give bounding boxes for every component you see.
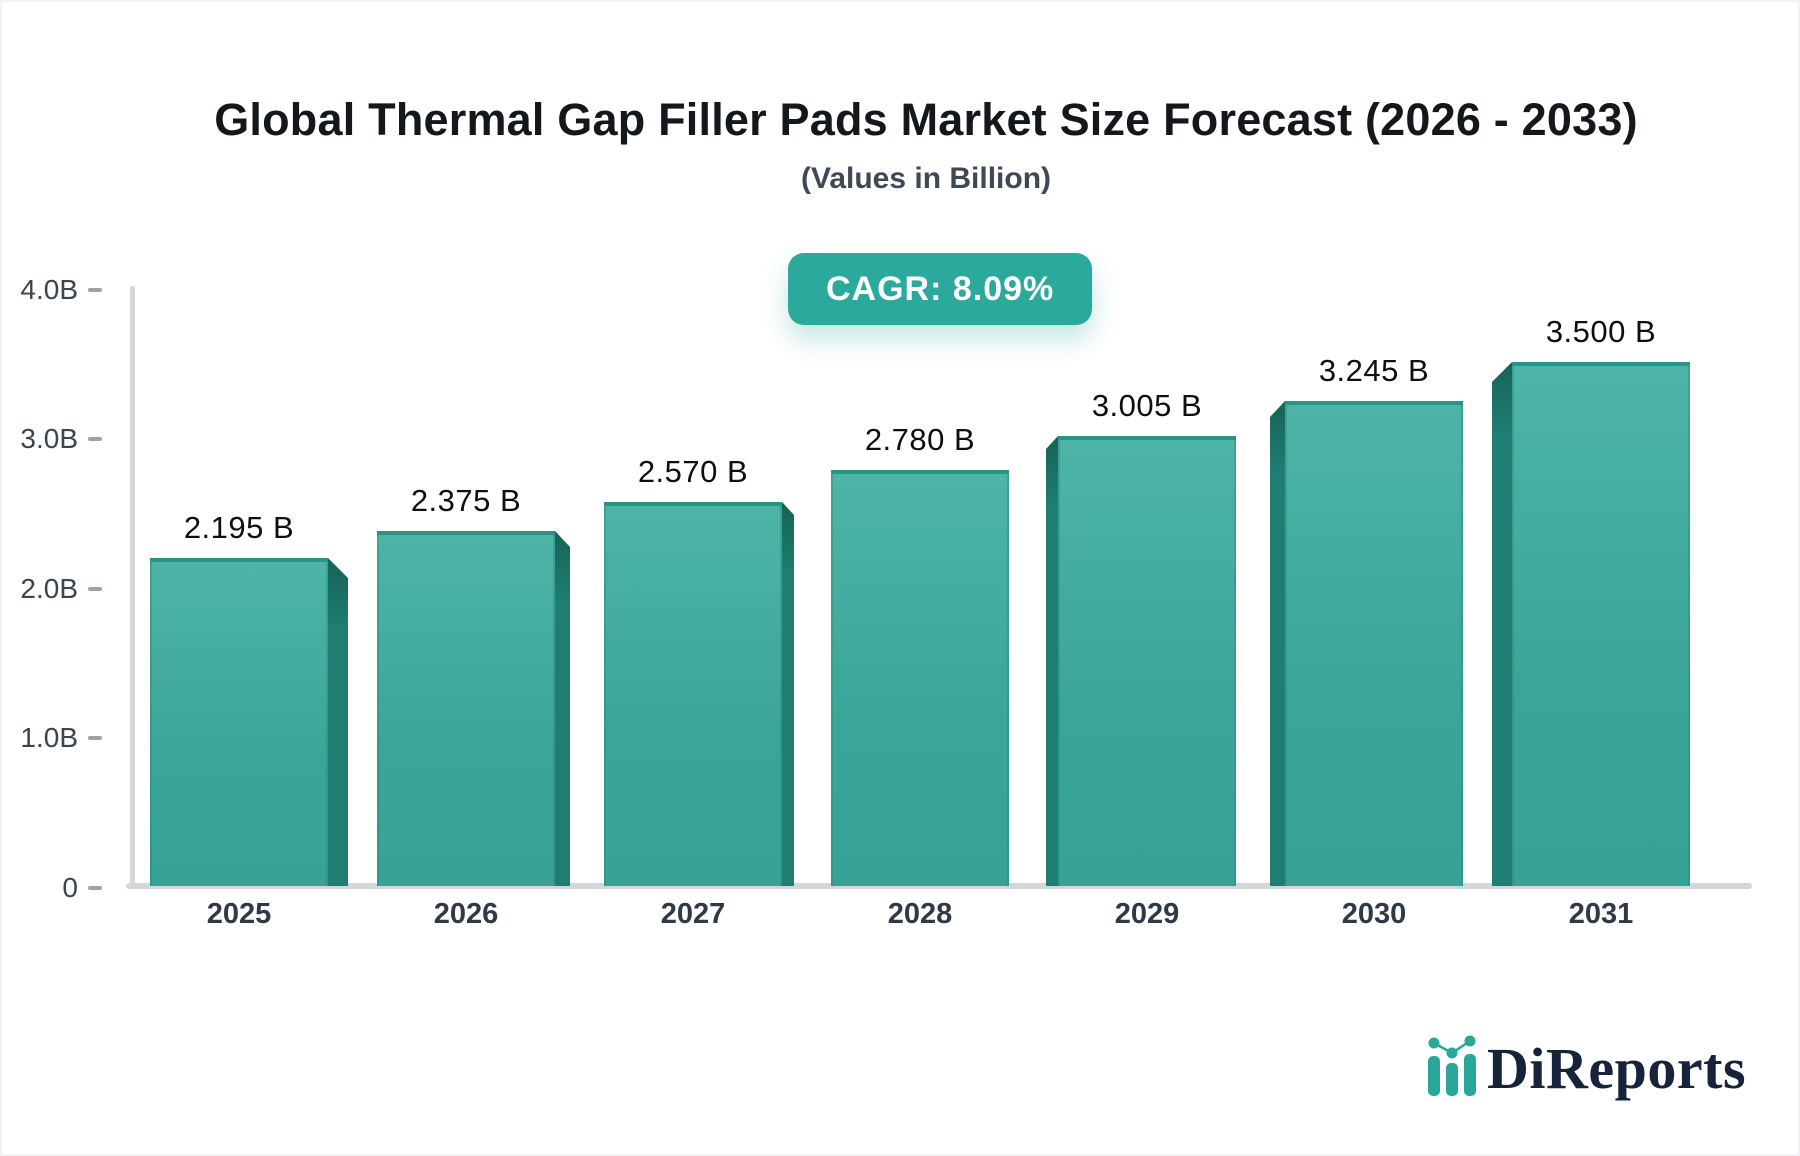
y-tick-mark — [88, 587, 102, 591]
chart-title: Global Thermal Gap Filler Pads Market Si… — [214, 94, 1638, 145]
y-tick-mark — [88, 736, 102, 740]
y-tick-label: 1.0B — [20, 722, 78, 753]
bar-side-2026 — [555, 531, 570, 886]
y-axis-line — [130, 286, 135, 889]
y-tick-label: 4.0B — [20, 274, 78, 305]
x-axis-label-2026: 2026 — [433, 898, 499, 930]
bar-value-label-2025: 2.195 B — [183, 510, 295, 545]
bar-value-label-2030: 3.245 B — [1318, 353, 1430, 388]
y-tick-mark — [88, 288, 102, 292]
x-axis-label-2030: 2030 — [1341, 898, 1407, 930]
bar-2027 — [604, 502, 782, 886]
bar-2028 — [831, 470, 1009, 886]
x-axis-label-2025: 2025 — [206, 898, 272, 930]
x-axis-label-2027: 2027 — [660, 898, 726, 930]
cagr-badge: CAGR: 8.09% — [788, 253, 1093, 325]
x-axis-label-2031: 2031 — [1568, 898, 1634, 930]
x-axis-label-2029: 2029 — [1114, 898, 1180, 930]
chart-subtitle: (Values in Billion) — [800, 162, 1052, 195]
bar-value-label-2026: 2.375 B — [410, 483, 522, 518]
bar-side-2030 — [1270, 401, 1285, 886]
bar-side-2031 — [1492, 362, 1512, 886]
logo-text: DiReports — [1487, 1035, 1747, 1101]
logo-chart-icon — [1428, 1035, 1476, 1096]
bar-value-label-2031: 3.500 B — [1545, 314, 1657, 349]
y-tick-mark — [88, 886, 102, 890]
y-tick-label: 3.0B — [20, 423, 78, 454]
y-tick-label: 2.0B — [20, 573, 78, 604]
bar-2026 — [377, 531, 555, 886]
y-tick-mark — [88, 437, 102, 441]
bar-2030 — [1285, 401, 1463, 886]
y-tick-label: 0 — [62, 872, 78, 903]
bar-side-2025 — [328, 558, 348, 886]
bar-side-2027 — [782, 502, 794, 886]
x-axis-line — [126, 883, 1752, 889]
brand-logo: DiReports — [1428, 1032, 1747, 1101]
bar-2031 — [1512, 362, 1690, 886]
bar-value-label-2027: 2.570 B — [637, 454, 749, 489]
bar-side-2029 — [1046, 436, 1058, 886]
bar-2025 — [150, 558, 328, 886]
bar-value-label-2028: 2.780 B — [864, 422, 976, 457]
bar-value-label-2029: 3.005 B — [1091, 388, 1203, 423]
x-axis-label-2028: 2028 — [887, 898, 953, 930]
bar-2029 — [1058, 436, 1236, 886]
